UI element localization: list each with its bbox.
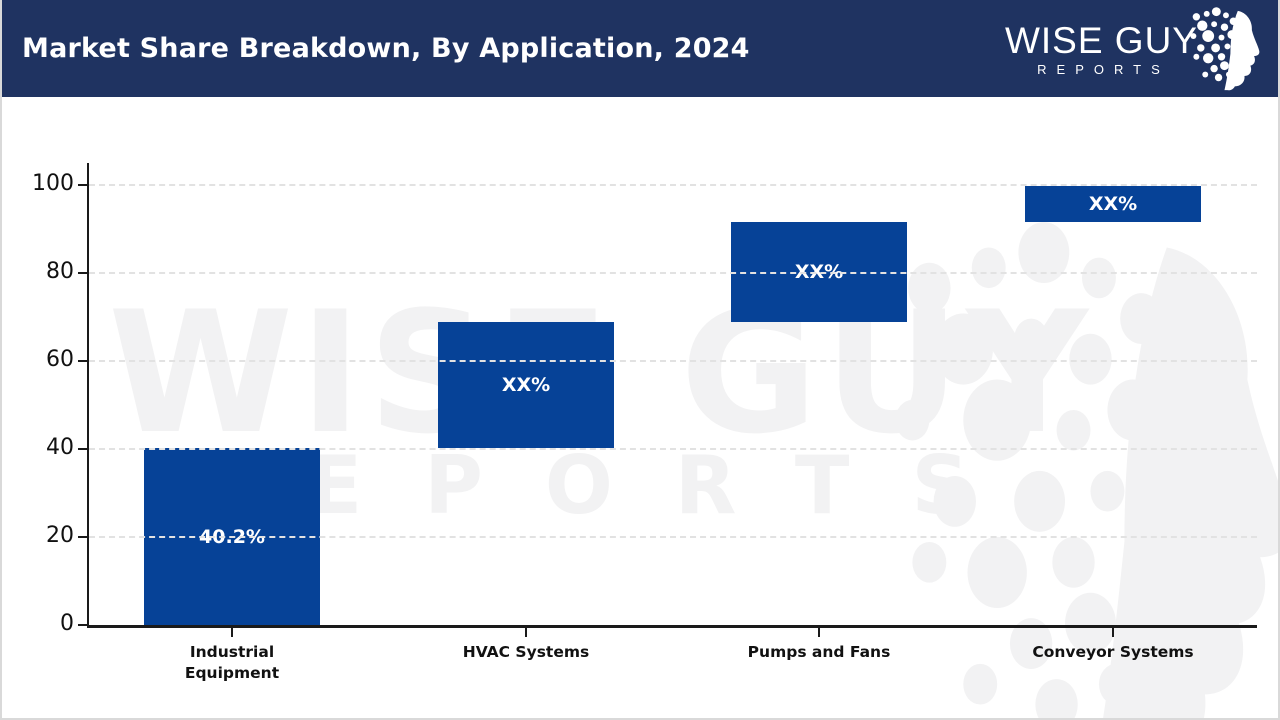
- y-tick-0: [78, 624, 87, 626]
- logo-subtext: REPORTS: [1037, 61, 1170, 77]
- bar-value-label-hvac-systems: XX%: [501, 374, 551, 397]
- y-tick-100: [78, 184, 87, 186]
- wise-guy-head-icon: [1190, 6, 1260, 90]
- x-tick-conveyor-systems: [1112, 628, 1114, 637]
- x-tick-label-hvac-systems: HVAC Systems: [462, 643, 590, 661]
- x-axis-line: [87, 625, 1257, 628]
- header: Market Share Breakdown, By Application, …: [2, 0, 1278, 97]
- bar-chart: 0 20 40 60 80 100 40.2% XX% XX% XX% Industrial Equ…: [2, 97, 1278, 718]
- y-tick-label-100: 100: [32, 171, 74, 196]
- x-tick-pumps-and-fans: [818, 628, 820, 637]
- y-tick-label-60: 60: [46, 347, 74, 372]
- page-title: Market Share Breakdown, By Application, …: [22, 33, 750, 64]
- y-tick-label-20: 20: [46, 523, 74, 548]
- x-tick-label-pumps-and-fans: Pumps and Fans: [747, 643, 891, 661]
- bar-hvac-systems: XX%: [438, 322, 614, 449]
- y-tick-label-80: 80: [46, 259, 74, 284]
- bar-value-label-conveyor-systems: XX%: [1088, 192, 1138, 215]
- y-tick-80: [78, 272, 87, 274]
- y-tick-label-0: 0: [60, 611, 74, 636]
- y-tick-20: [78, 536, 87, 538]
- y-axis-line: [87, 163, 89, 627]
- y-tick-60: [78, 360, 87, 362]
- gridline-60: [89, 360, 1257, 362]
- x-tick-hvac-systems: [525, 628, 527, 637]
- bar-conveyor-systems: XX%: [1025, 185, 1201, 222]
- wise-guy-reports-logo: WISE GUY REPORTS: [1005, 6, 1260, 92]
- gridline-40: [89, 448, 1257, 450]
- logo-wordmark: WISE GUY: [1004, 19, 1198, 61]
- x-tick-industrial-equipment: [231, 628, 233, 637]
- gridline-80: [89, 272, 1257, 274]
- gridline-100: [89, 184, 1257, 186]
- gridline-20: [89, 536, 1257, 538]
- x-tick-label-conveyor-systems: Conveyor Systems: [1032, 643, 1194, 661]
- logo-text: WISE GUY REPORTS: [1005, 22, 1198, 76]
- y-tick-label-40: 40: [46, 435, 74, 460]
- x-tick-label-industrial-equipment: Industrial Equipment: [184, 643, 280, 682]
- chart-area: WISE GUY REPORTS 0 20 40 60 80 100 40.2% XX% XX%…: [2, 97, 1278, 718]
- y-tick-40: [78, 448, 87, 450]
